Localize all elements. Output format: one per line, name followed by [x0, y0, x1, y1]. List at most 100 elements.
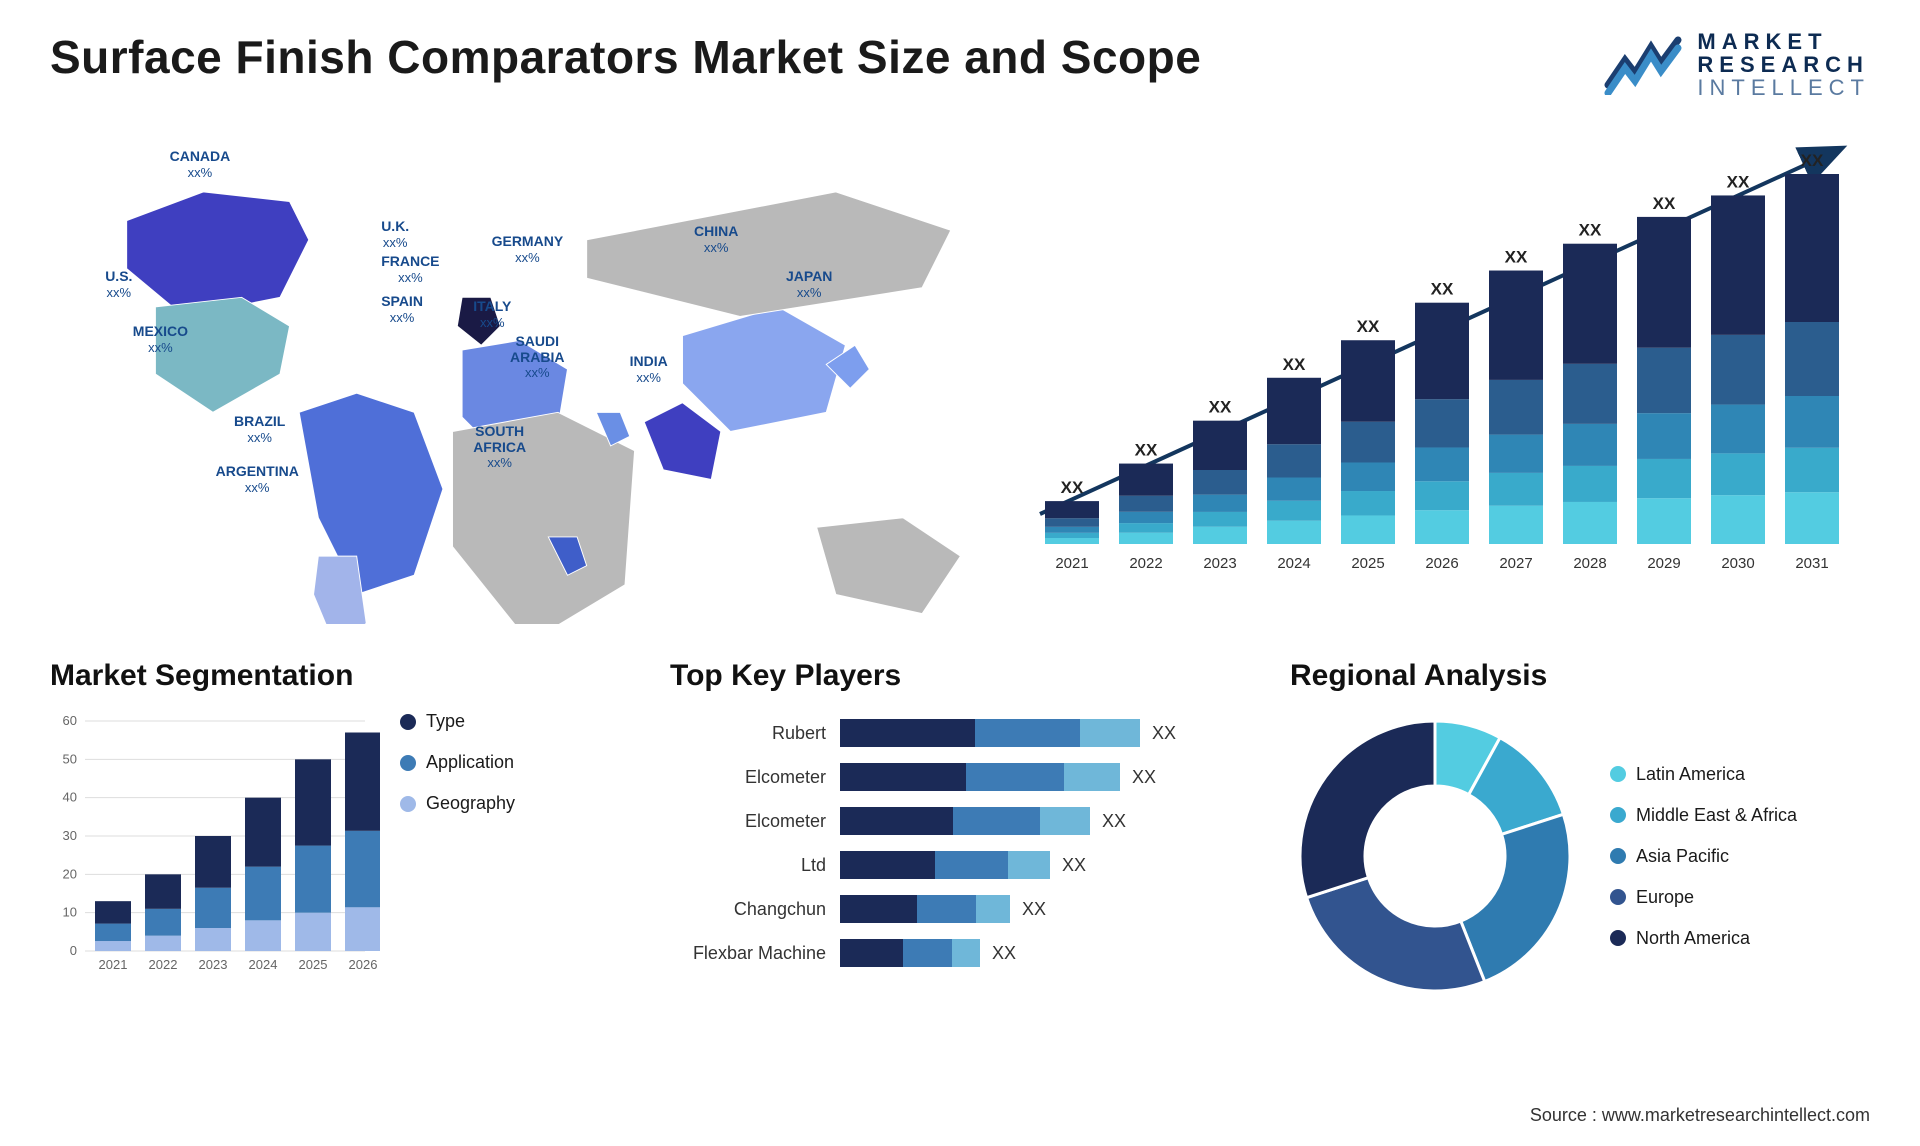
svg-text:0: 0 — [70, 943, 77, 958]
player-bar — [840, 895, 1010, 923]
logo-text-1: MARKET — [1697, 30, 1870, 53]
player-row: Rubert XX — [670, 711, 1250, 755]
svg-text:20: 20 — [63, 867, 77, 882]
svg-text:XX: XX — [1135, 441, 1158, 460]
legend-item: Application — [400, 752, 515, 773]
map-label: SAUDIARABIAxx% — [510, 334, 564, 380]
map-label: ARGENTINAxx% — [216, 464, 299, 495]
svg-text:40: 40 — [63, 790, 77, 805]
map-label: JAPANxx% — [786, 269, 832, 300]
logo-mark-icon — [1603, 35, 1683, 95]
player-row: Flexbar Machine XX — [670, 931, 1250, 975]
source-text: Source : www.marketresearchintellect.com — [1530, 1105, 1870, 1126]
svg-text:XX: XX — [1801, 151, 1824, 170]
player-name: Flexbar Machine — [670, 943, 840, 964]
player-bar — [840, 719, 1140, 747]
svg-text:XX: XX — [1357, 318, 1380, 337]
map-label: BRAZILxx% — [234, 414, 285, 445]
svg-text:50: 50 — [63, 752, 77, 767]
legend-item: North America — [1610, 928, 1797, 949]
svg-text:2030: 2030 — [1721, 555, 1754, 572]
player-bar — [840, 807, 1090, 835]
svg-text:2024: 2024 — [249, 957, 278, 972]
svg-text:2027: 2027 — [1499, 555, 1532, 572]
regional-donut — [1290, 711, 1580, 1001]
svg-text:2026: 2026 — [349, 957, 378, 972]
player-value: XX — [1062, 855, 1086, 876]
svg-text:30: 30 — [63, 828, 77, 843]
map-label: CHINAxx% — [694, 224, 738, 255]
player-row: Changchun XX — [670, 887, 1250, 931]
map-label: INDIAxx% — [630, 354, 668, 385]
svg-text:10: 10 — [63, 905, 77, 920]
svg-text:2021: 2021 — [99, 957, 128, 972]
legend-item: Europe — [1610, 887, 1797, 908]
map-label: GERMANYxx% — [492, 234, 564, 265]
player-value: XX — [1152, 723, 1176, 744]
svg-text:2022: 2022 — [149, 957, 178, 972]
legend-item: Geography — [400, 793, 515, 814]
legend-item: Asia Pacific — [1610, 846, 1797, 867]
player-name: Elcometer — [670, 811, 840, 832]
player-value: XX — [992, 943, 1016, 964]
svg-text:2029: 2029 — [1647, 555, 1680, 572]
svg-text:2025: 2025 — [1351, 555, 1384, 572]
map-label: ITALYxx% — [473, 299, 511, 330]
map-label: FRANCExx% — [381, 254, 439, 285]
map-label: CANADAxx% — [170, 149, 231, 180]
player-value: XX — [1022, 899, 1046, 920]
page-title: Surface Finish Comparators Market Size a… — [50, 30, 1201, 84]
players-chart: RubertXXElcometerXXElcometerXXLtdXXChang… — [670, 711, 1250, 975]
player-row: Ltd XX — [670, 843, 1250, 887]
svg-text:XX: XX — [1727, 173, 1750, 192]
svg-text:2024: 2024 — [1277, 555, 1310, 572]
map-label: U.K.xx% — [381, 219, 409, 250]
map-label: MEXICOxx% — [133, 324, 188, 355]
players-panel: Top Key Players RubertXXElcometerXXElcom… — [670, 659, 1250, 1001]
svg-text:2026: 2026 — [1425, 555, 1458, 572]
player-bar — [840, 763, 1120, 791]
svg-text:2021: 2021 — [1055, 555, 1088, 572]
svg-text:XX: XX — [1283, 355, 1306, 374]
players-title: Top Key Players — [670, 659, 1250, 693]
regional-title: Regional Analysis — [1290, 659, 1870, 693]
regional-legend: Latin America Middle East & Africa Asia Pa… — [1610, 764, 1797, 949]
player-name: Ltd — [670, 855, 840, 876]
player-value: XX — [1102, 811, 1126, 832]
svg-text:2031: 2031 — [1795, 555, 1828, 572]
legend-item: Type — [400, 711, 515, 732]
svg-text:XX: XX — [1653, 194, 1676, 213]
segmentation-chart: 0 10 20 30 40 50 60 2021 2022 2023 2024 2025 2026 — [50, 711, 380, 991]
player-bar — [840, 939, 980, 967]
svg-text:2022: 2022 — [1129, 555, 1162, 572]
forecast-chart: XX 2021 XX 2022 XX 2023 XX 2024 XX 2025 XX 2026 XX 20… — [1010, 124, 1870, 624]
svg-text:60: 60 — [63, 713, 77, 728]
segmentation-panel: Market Segmentation 0 10 20 30 40 50 60 2021 202… — [50, 659, 630, 1001]
player-row: Elcometer XX — [670, 799, 1250, 843]
map-label: SOUTHAFRICAxx% — [473, 424, 526, 470]
player-name: Rubert — [670, 723, 840, 744]
svg-text:2023: 2023 — [199, 957, 228, 972]
legend-item: Middle East & Africa — [1610, 805, 1797, 826]
player-value: XX — [1132, 767, 1156, 788]
svg-text:2023: 2023 — [1203, 555, 1236, 572]
regional-panel: Regional Analysis Latin America Middle Ea… — [1290, 659, 1870, 1001]
svg-text:XX: XX — [1505, 248, 1528, 267]
svg-text:XX: XX — [1579, 221, 1602, 240]
svg-text:XX: XX — [1209, 398, 1232, 417]
map-label: U.S.xx% — [105, 269, 132, 300]
svg-text:XX: XX — [1061, 478, 1084, 497]
segmentation-legend: Type Application Geography — [400, 711, 515, 991]
brand-logo: MARKET RESEARCH INTELLECT — [1603, 30, 1870, 99]
svg-text:2028: 2028 — [1573, 555, 1606, 572]
svg-text:XX: XX — [1431, 280, 1454, 299]
segmentation-title: Market Segmentation — [50, 659, 630, 693]
legend-item: Latin America — [1610, 764, 1797, 785]
map-label: SPAINxx% — [381, 294, 423, 325]
logo-text-2: RESEARCH — [1697, 53, 1870, 76]
svg-text:2025: 2025 — [299, 957, 328, 972]
player-name: Changchun — [670, 899, 840, 920]
world-map: CANADAxx% U.S.xx%MEXICOxx% BRAZILxx% ARGENT… — [50, 124, 970, 624]
player-row: ElcometerXX — [670, 755, 1250, 799]
player-bar — [840, 851, 1050, 879]
